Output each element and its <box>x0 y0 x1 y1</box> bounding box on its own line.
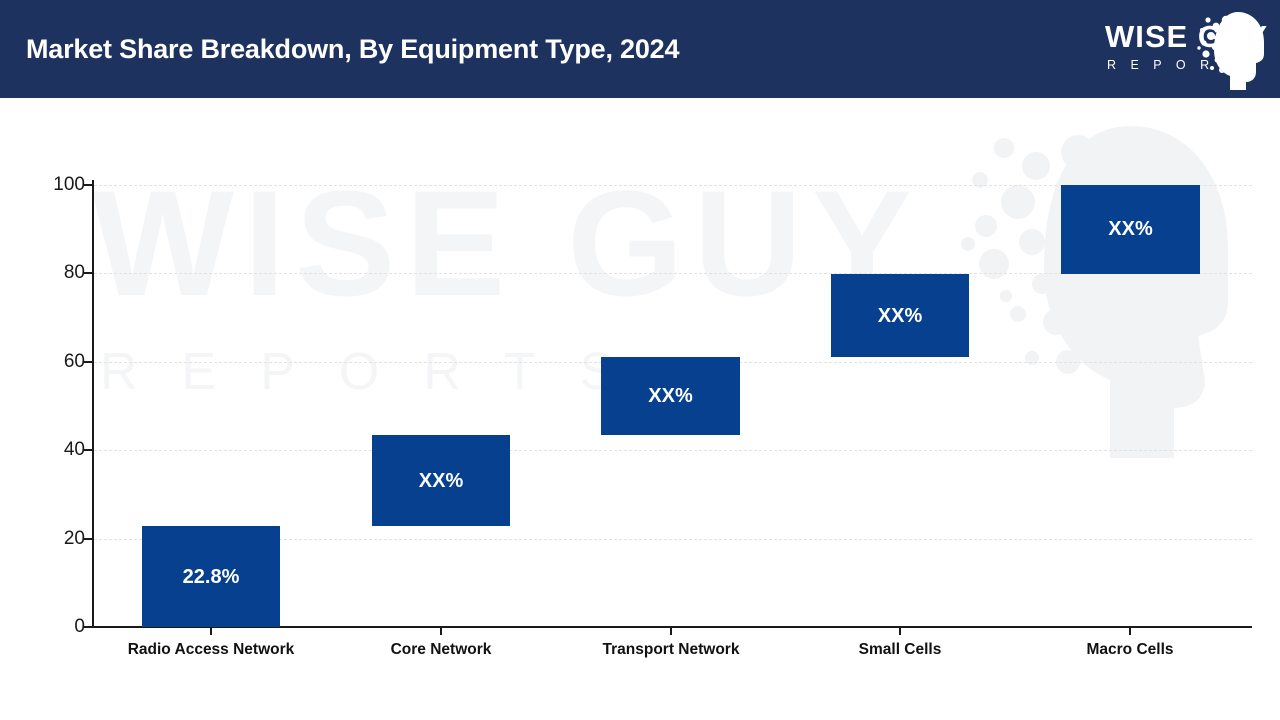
y-tick-label-20: 20 <box>63 528 85 549</box>
page-title: Market Share Breakdown, By Equipment Typ… <box>26 33 680 64</box>
x-tick-label-macro-cells: Macro Cells <box>1086 641 1174 658</box>
chart-container: WISE GUY REPORTS 100 <box>0 98 1280 720</box>
x-tick-label-radio-access-network: Radio Access Network <box>127 641 295 658</box>
y-axis-line <box>92 180 94 628</box>
bar-label-core-network: XX% <box>418 470 464 492</box>
x-tick-mark-small-cells <box>899 627 901 635</box>
logo-head-profile-icon <box>1196 10 1268 97</box>
y-tick-label-80: 80 <box>63 262 85 283</box>
x-tick-mark-core-network <box>440 627 442 635</box>
x-tick-label-small-cells: Small Cells <box>858 641 942 658</box>
x-tick-label-transport-network: Transport Network <box>602 641 740 658</box>
bar-small-cells[interactable]: XX% <box>831 274 969 357</box>
wise-guy-reports-logo: WISE GUY R E P O R T S <box>1055 6 1270 92</box>
x-tick-label-core-network: Core Network <box>390 641 492 658</box>
y-tick-mark-100 <box>84 184 93 186</box>
bar-label-radio-access-network: 22.8% <box>182 566 240 588</box>
bar-radio-access-network[interactable]: 22.8% <box>142 526 280 627</box>
y-tick-label-100: 100 <box>53 174 85 195</box>
y-tick-mark-0 <box>84 626 93 628</box>
x-tick-mark-macro-cells <box>1129 627 1131 635</box>
y-tick-mark-60 <box>84 361 93 363</box>
x-axis-line <box>92 626 1252 628</box>
gridline-40 <box>94 450 1252 451</box>
bar-label-transport-network: XX% <box>648 385 693 407</box>
plot-area: 100 80 60 40 20 0 22.8% XX% XX% XX% XX% <box>0 98 1280 720</box>
y-tick-label-40: 40 <box>63 439 85 460</box>
y-tick-label-0: 0 <box>74 616 85 637</box>
x-tick-mark-radio-access-network <box>210 627 212 635</box>
gridline-100 <box>94 185 1252 186</box>
y-tick-mark-20 <box>84 538 93 540</box>
y-tick-mark-80 <box>84 272 93 274</box>
page-header: Market Share Breakdown, By Equipment Typ… <box>0 0 1280 98</box>
x-tick-mark-transport-network <box>670 627 672 635</box>
gridline-80 <box>94 273 1252 274</box>
bar-transport-network[interactable]: XX% <box>601 357 740 435</box>
bar-core-network[interactable]: XX% <box>372 435 510 526</box>
y-tick-label-60: 60 <box>63 351 85 372</box>
y-tick-mark-40 <box>84 449 93 451</box>
bar-label-macro-cells: XX% <box>1108 218 1153 240</box>
gridline-20 <box>94 539 1252 540</box>
bar-macro-cells[interactable]: XX% <box>1061 185 1200 274</box>
bar-label-small-cells: XX% <box>877 305 923 327</box>
